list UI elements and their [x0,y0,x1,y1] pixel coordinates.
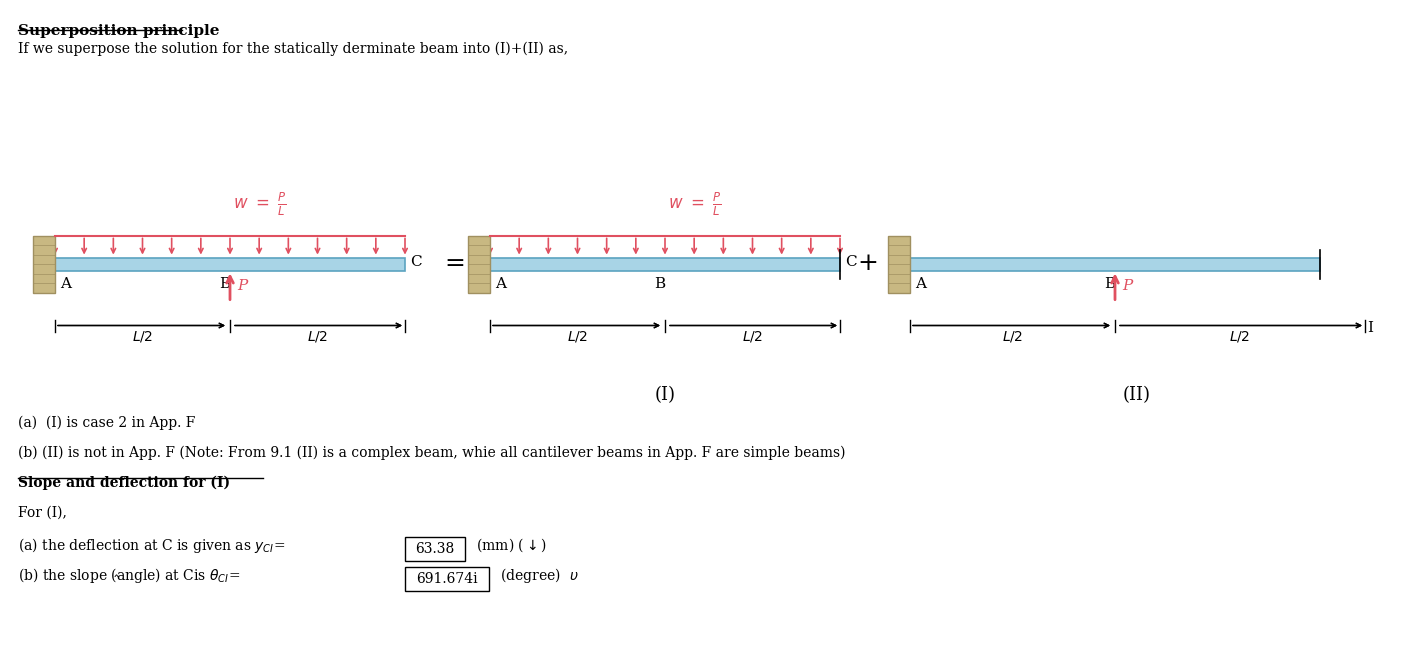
Text: A: A [495,277,506,290]
Text: (mm) ($\downarrow$): (mm) ($\downarrow$) [472,536,547,554]
Text: (a)  (I) is case 2 in App. F: (a) (I) is case 2 in App. F [18,416,196,430]
Text: C: C [845,255,857,269]
Text: $L/2$: $L/2$ [742,330,763,345]
Text: $L/2$: $L/2$ [1230,330,1251,345]
Bar [909,258,1320,271]
Text: 63.38: 63.38 [416,542,454,556]
Text: (a) the deflection at C is given as $y_{CI}$=: (a) the deflection at C is given as $y_{… [18,536,286,555]
Bar [468,235,491,292]
Bar [491,258,840,271]
Text: A: A [915,277,926,290]
Bar [888,235,909,292]
Text: (I): (I) [654,387,675,405]
Text: $L/2$: $L/2$ [307,330,329,345]
FancyBboxPatch shape [405,537,465,561]
Text: =: = [444,252,465,275]
Text: C: C [410,255,422,269]
Text: $w\ =\ \frac{P}{L}$: $w\ =\ \frac{P}{L}$ [668,190,722,218]
Text: (degree)  $\upsilon$: (degree) $\upsilon$ [496,566,578,585]
Text: +: + [857,252,878,275]
Text: $L/2$: $L/2$ [567,330,588,345]
Text: $L/2$: $L/2$ [133,330,154,345]
Text: P: P [237,279,247,294]
FancyBboxPatch shape [405,567,489,591]
Text: (b) (II) is not in App. F (Note: From 9.1 (II) is a complex beam, whie all canti: (b) (II) is not in App. F (Note: From 9.… [18,446,846,460]
Text: I: I [1368,322,1373,336]
Text: (II): (II) [1122,387,1151,405]
Text: If we superpose the solution for the statically derminate beam into (I)+(II) as,: If we superpose the solution for the sta… [18,42,568,56]
Text: A: A [61,277,70,290]
Text: Superposition principle: Superposition principle [18,24,220,38]
Text: B: B [654,277,666,290]
Text: $L/2$: $L/2$ [1003,330,1024,345]
Text: 691.674i: 691.674i [416,572,478,586]
Text: $w\ =\ \frac{P}{L}$: $w\ =\ \frac{P}{L}$ [233,190,286,218]
Text: B: B [1104,277,1115,290]
Bar [55,258,405,271]
Text: P: P [1122,279,1132,294]
Text: B: B [220,277,231,290]
Text: Slope and deflection for (I): Slope and deflection for (I) [18,476,230,490]
Text: For (I),: For (I), [18,506,66,520]
Bar [32,235,55,292]
Text: (b) the slope ($\hat{}$angle) at Cis $\theta_{CI}$=: (b) the slope ($\hat{}$angle) at Cis $\t… [18,566,241,585]
